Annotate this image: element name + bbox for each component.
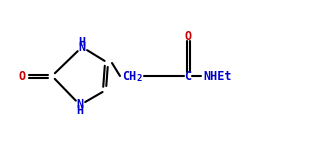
Text: H: H — [78, 35, 86, 49]
Text: O: O — [18, 69, 26, 82]
Text: C: C — [184, 69, 192, 82]
Text: H: H — [77, 103, 84, 116]
Text: N: N — [78, 41, 86, 54]
Text: O: O — [184, 30, 192, 43]
Text: 2: 2 — [136, 74, 142, 83]
Text: NHEt: NHEt — [203, 69, 231, 82]
Text: N: N — [77, 99, 84, 112]
Text: CH: CH — [122, 69, 136, 82]
